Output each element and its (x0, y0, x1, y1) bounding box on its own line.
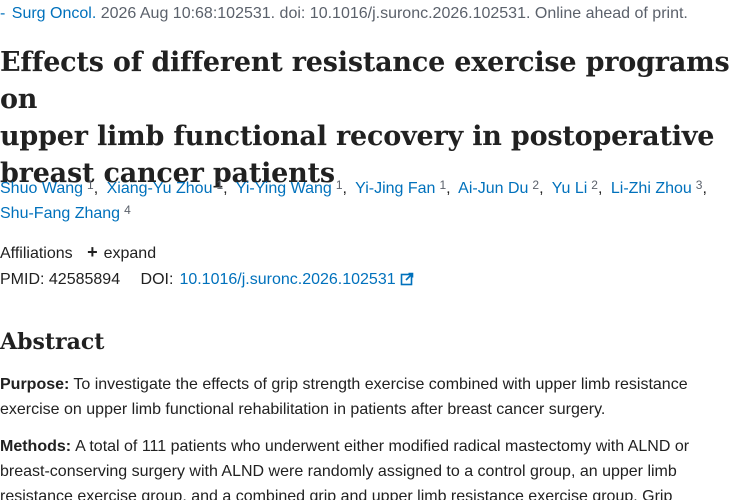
abstract-methods: Methods: A total of 111 patients who unde… (0, 434, 740, 500)
author-item: Shuo Wang 1 (0, 178, 94, 197)
doi-label: DOI: (140, 271, 174, 288)
author-separator: , (342, 180, 347, 197)
author-item: Yi-Ying Wang 1 (235, 178, 343, 197)
author-link[interactable]: Shuo Wang (0, 180, 84, 197)
purpose-label: Purpose: (0, 376, 70, 393)
citation-details: 2026 Aug 10:68:102531. doi: 10.1016/j.su… (100, 5, 688, 22)
affiliations-expand-button[interactable]: + expand (87, 242, 157, 262)
author-item: Xiang-Yu Zhou 1 (106, 178, 224, 197)
author-list: Shuo Wang 1, Xiang-Yu Zhou 1, Yi-Ying Wang… (0, 176, 740, 226)
author-affiliation-ref[interactable]: 1 (335, 178, 343, 192)
purpose-text: To investigate the effects of grip stren… (0, 376, 688, 418)
methods-text: A total of 111 patients who underwent ei… (0, 438, 690, 500)
author-item: Yi-Jing Fan 1 (355, 178, 447, 197)
abstract-purpose: Purpose: To investigate the effects of gr… (0, 372, 740, 422)
author-link[interactable]: Ai-Jun Du (458, 180, 529, 197)
article-title: Effects of different resistance exercise… (0, 44, 740, 192)
doi-value: 10.1016/j.suronc.2026.102531 (179, 271, 396, 288)
affiliations-row: Affiliations + expand (0, 241, 156, 265)
author-link[interactable]: Yi-Ying Wang (235, 180, 332, 197)
affiliations-label: Affiliations (0, 245, 73, 262)
citation-dash: ‐ (0, 5, 6, 22)
title-line-1: Effects of different resistance exercise… (0, 47, 730, 115)
title-line-2: upper limb functional recovery in postop… (0, 121, 715, 152)
author-link[interactable]: Yu Li (551, 180, 588, 197)
author-link[interactable]: Li-Zhi Zhou (610, 180, 692, 197)
author-affiliation-ref[interactable]: 1 (216, 178, 224, 192)
author-item: Yu Li 2 (551, 178, 598, 197)
author-separator: , (446, 180, 451, 197)
plus-icon: + (87, 242, 98, 262)
author-affiliation-ref[interactable]: 1 (87, 178, 94, 192)
author-separator: , (539, 180, 544, 197)
pmid-label: PMID: (0, 271, 45, 288)
author-item: Li-Zhi Zhou 3 (610, 178, 703, 197)
citation-line: ‐ Surg Oncol. 2026 Aug 10:68:102531. doi… (0, 4, 688, 24)
external-link-icon (400, 272, 413, 286)
author-affiliation-ref[interactable]: 3 (695, 178, 703, 192)
author-item: Ai-Jun Du 2 (458, 178, 540, 197)
author-link[interactable]: Shu-Fang Zhang (0, 205, 121, 222)
author-affiliation-ref[interactable]: 2 (532, 178, 540, 192)
author-link[interactable]: Xiang-Yu Zhou (106, 180, 213, 197)
author-affiliation-ref[interactable]: 2 (591, 178, 598, 192)
author-item: Shu-Fang Zhang 4 (0, 203, 131, 222)
doi-link[interactable]: 10.1016/j.suronc.2026.102531 (179, 271, 413, 288)
author-affiliation-ref[interactable]: 4 (124, 203, 131, 217)
author-link[interactable]: Yi-Jing Fan (355, 180, 436, 197)
methods-label: Methods: (0, 438, 72, 455)
expand-label: expand (103, 245, 157, 262)
title-line-3: breast cancer patients (0, 158, 335, 189)
author-separator: , (597, 180, 603, 197)
pmid-value: 42585894 (48, 271, 121, 288)
journal-link[interactable]: Surg Oncol. (11, 5, 97, 22)
author-affiliation-ref[interactable]: 1 (439, 178, 447, 192)
author-separator: , (93, 180, 99, 197)
abstract-heading: Abstract (0, 329, 105, 355)
identifiers-row: PMID: 42585894 DOI: 10.1016/j.suronc.2026… (0, 269, 414, 291)
author-separator: , (223, 180, 228, 197)
author-separator: , (702, 180, 707, 197)
